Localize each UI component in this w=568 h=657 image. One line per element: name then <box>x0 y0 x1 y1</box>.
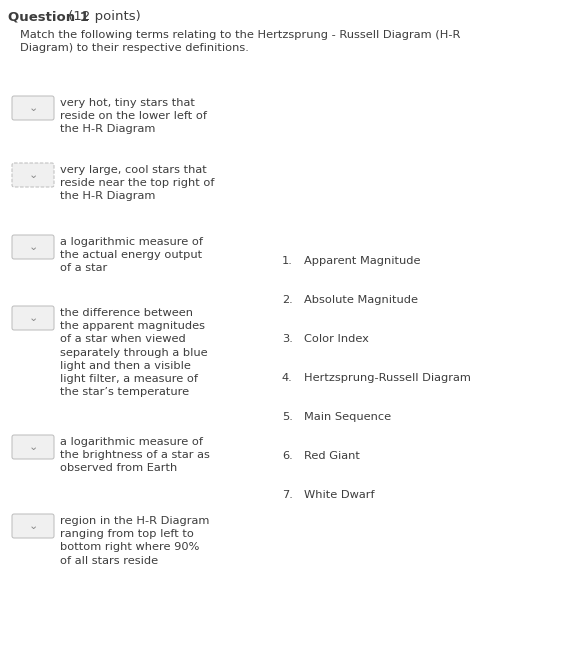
Text: very large, cool stars that
reside near the top right of
the H-R Diagram: very large, cool stars that reside near … <box>60 165 215 202</box>
Text: Match the following terms relating to the Hertzsprung - Russell Diagram (H-R
Dia: Match the following terms relating to th… <box>20 30 461 53</box>
Text: a logarithmic measure of
the actual energy output
of a star: a logarithmic measure of the actual ener… <box>60 237 203 273</box>
Text: 5.: 5. <box>282 412 293 422</box>
Text: very hot, tiny stars that
reside on the lower left of
the H-R Diagram: very hot, tiny stars that reside on the … <box>60 98 207 135</box>
Text: Absolute Magnitude: Absolute Magnitude <box>304 295 418 305</box>
Text: ⌄: ⌄ <box>28 442 37 452</box>
Text: ⌄: ⌄ <box>28 242 37 252</box>
Text: Apparent Magnitude: Apparent Magnitude <box>304 256 420 266</box>
Text: 7.: 7. <box>282 490 293 500</box>
Text: (12 points): (12 points) <box>64 10 141 23</box>
Text: ⌄: ⌄ <box>28 313 37 323</box>
Text: White Dwarf: White Dwarf <box>304 490 375 500</box>
Text: the difference between
the apparent magnitudes
of a star when viewed
separately : the difference between the apparent magn… <box>60 308 208 397</box>
Text: Red Giant: Red Giant <box>304 451 360 461</box>
Text: 4.: 4. <box>282 373 293 383</box>
Text: Color Index: Color Index <box>304 334 369 344</box>
Text: ⌄: ⌄ <box>28 103 37 113</box>
FancyBboxPatch shape <box>12 306 54 330</box>
FancyBboxPatch shape <box>12 435 54 459</box>
Text: ⌄: ⌄ <box>28 170 37 180</box>
FancyBboxPatch shape <box>12 514 54 538</box>
FancyBboxPatch shape <box>12 235 54 259</box>
FancyBboxPatch shape <box>12 96 54 120</box>
Text: 6.: 6. <box>282 451 293 461</box>
Text: ⌄: ⌄ <box>28 521 37 531</box>
Text: a logarithmic measure of
the brightness of a star as
observed from Earth: a logarithmic measure of the brightness … <box>60 437 210 474</box>
Text: 1.: 1. <box>282 256 293 266</box>
Text: Hertzsprung-Russell Diagram: Hertzsprung-Russell Diagram <box>304 373 471 383</box>
Text: region in the H-R Diagram
ranging from top left to
bottom right where 90%
of all: region in the H-R Diagram ranging from t… <box>60 516 210 566</box>
Text: Main Sequence: Main Sequence <box>304 412 391 422</box>
FancyBboxPatch shape <box>12 163 54 187</box>
Text: Question 1: Question 1 <box>8 10 89 23</box>
Text: 2.: 2. <box>282 295 293 305</box>
Text: 3.: 3. <box>282 334 293 344</box>
